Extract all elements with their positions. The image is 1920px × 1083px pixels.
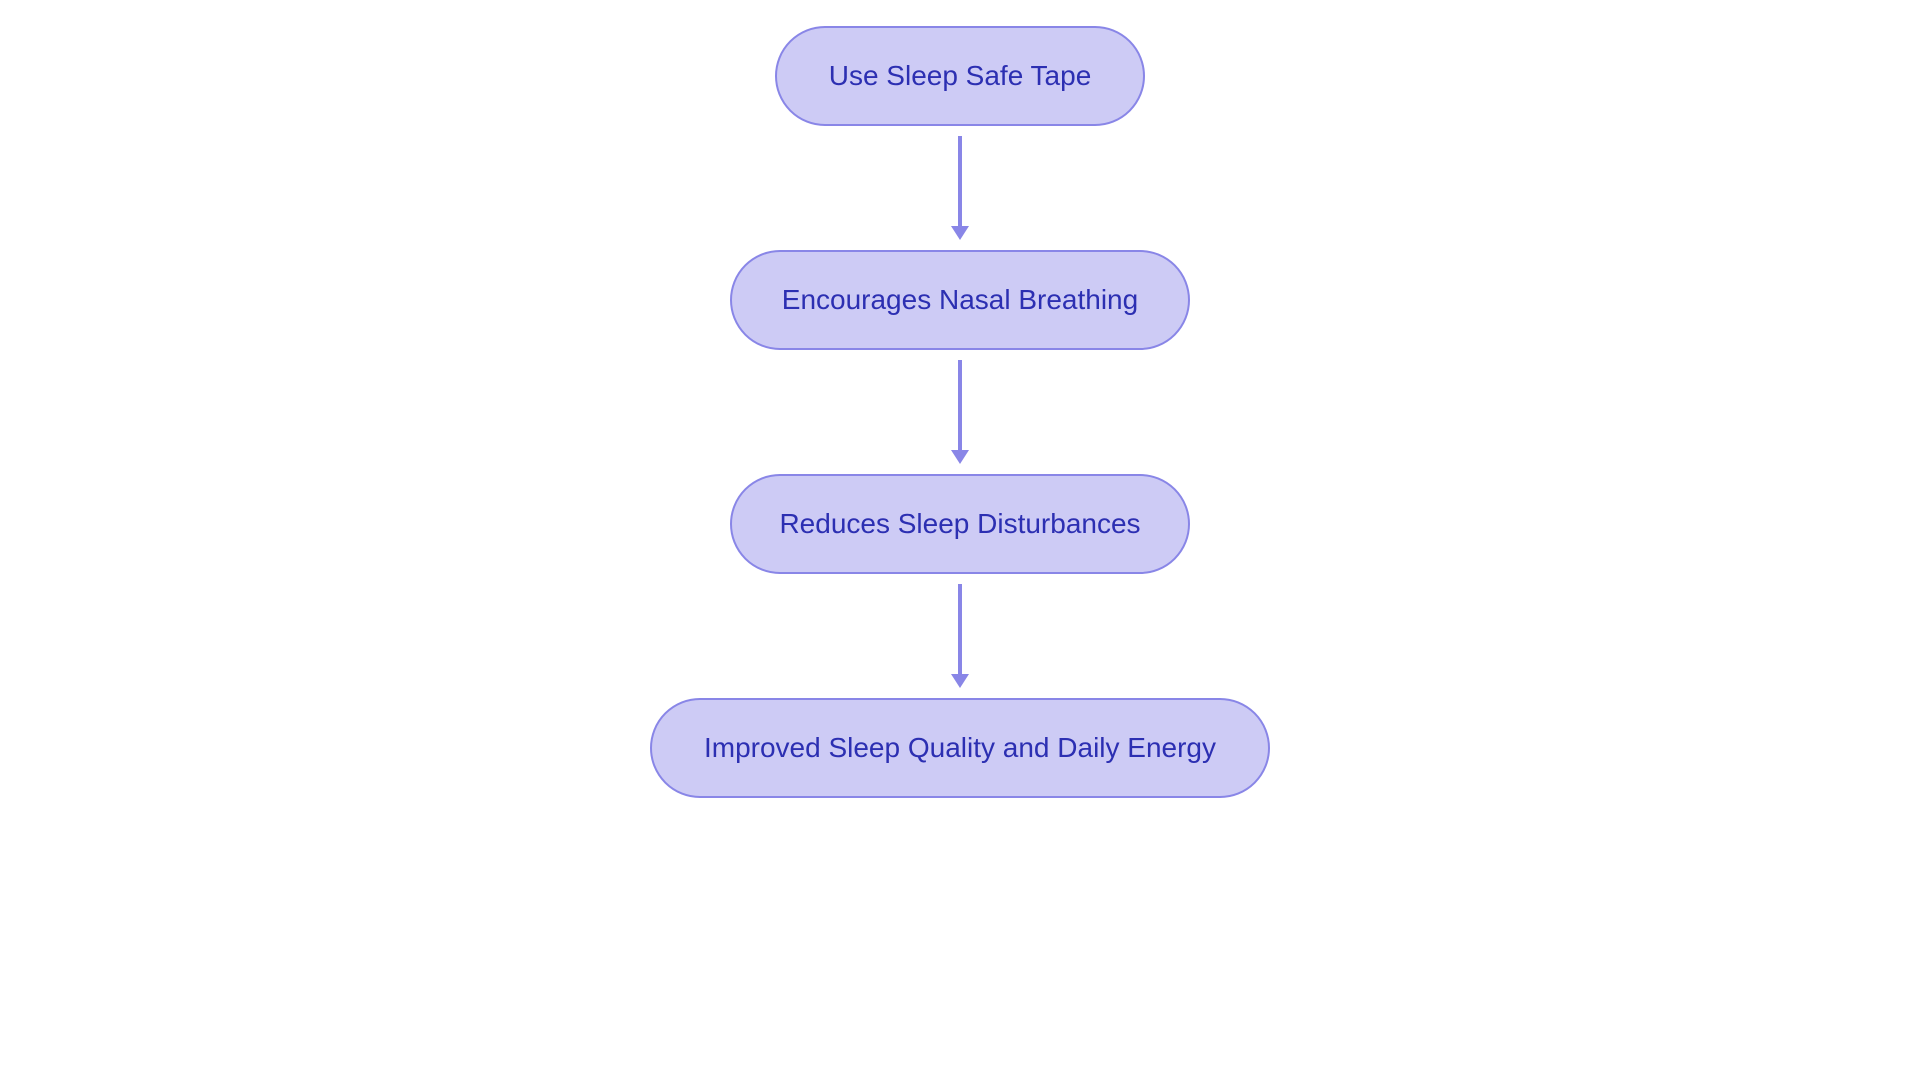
flowchart-container: Use Sleep Safe Tape Encourages Nasal Bre… [650,26,1270,798]
flowchart-node-1: Use Sleep Safe Tape [775,26,1145,126]
flowchart-node-3: Reduces Sleep Disturbances [730,474,1190,574]
node-label: Reduces Sleep Disturbances [779,508,1140,540]
node-label: Improved Sleep Quality and Daily Energy [704,732,1216,764]
flowchart-arrow-2 [947,360,973,464]
flowchart-node-4: Improved Sleep Quality and Daily Energy [650,698,1270,798]
flowchart-node-2: Encourages Nasal Breathing [730,250,1190,350]
flowchart-arrow-1 [947,136,973,240]
node-label: Encourages Nasal Breathing [782,284,1138,316]
node-label: Use Sleep Safe Tape [829,60,1092,92]
flowchart-arrow-3 [947,584,973,688]
